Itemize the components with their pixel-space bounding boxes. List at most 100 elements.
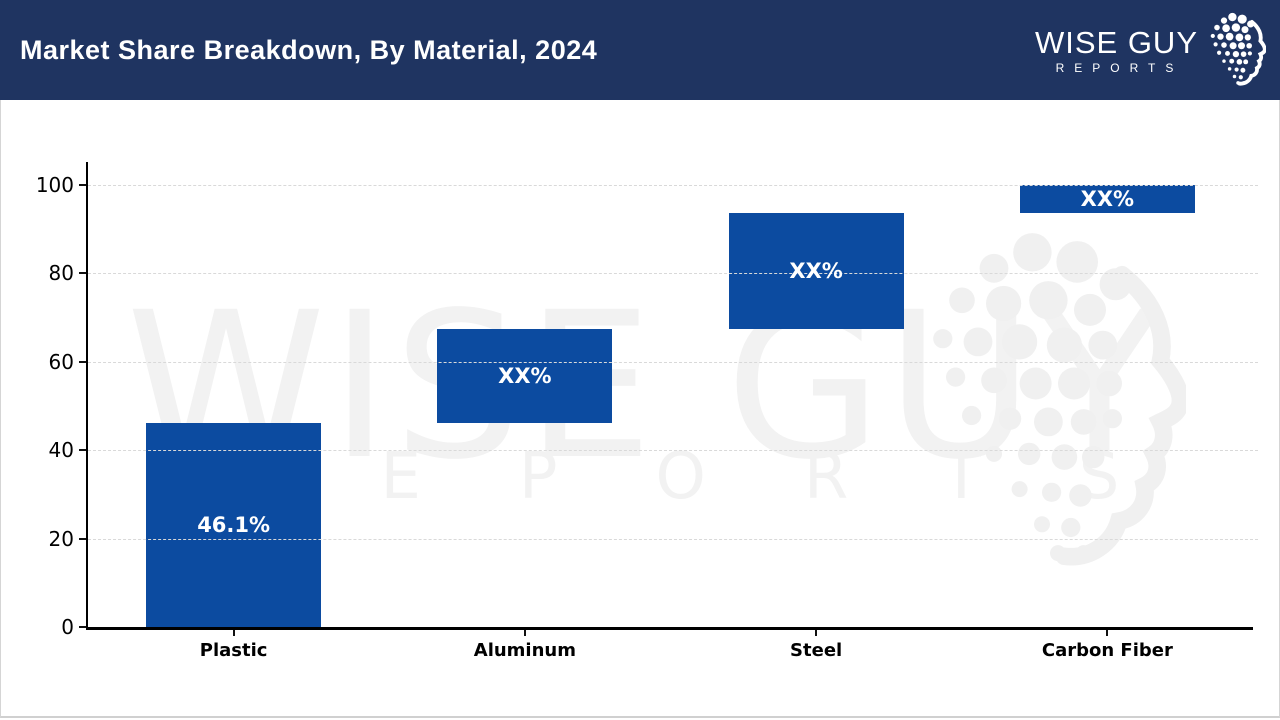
face-dot <box>1235 33 1244 42</box>
ytick-mark <box>79 272 88 275</box>
face-dot <box>946 367 966 387</box>
bar-aluminum <box>437 329 613 424</box>
bar-value-label: XX% <box>498 364 552 389</box>
y-axis-spine <box>86 162 88 629</box>
page-title: Market Share Breakdown, By Material, 202… <box>20 34 598 65</box>
face-dot <box>1229 58 1235 64</box>
face-dot <box>1228 12 1237 22</box>
face-dot <box>979 253 1009 283</box>
face-dot <box>1220 17 1228 24</box>
face-dot <box>1011 481 1028 498</box>
xtick-mark <box>232 627 235 636</box>
bar-value-label: 46.1% <box>197 513 271 538</box>
face-dot <box>1227 67 1232 71</box>
wiseguy-face-icon <box>1210 12 1266 86</box>
face-dot <box>1243 59 1249 65</box>
face-dot <box>1046 327 1082 363</box>
gridline-y40 <box>88 450 1258 452</box>
face-dot <box>1238 75 1243 80</box>
face-dot <box>1247 51 1252 56</box>
face-dot <box>981 367 1007 394</box>
face-dot <box>1058 367 1090 400</box>
face-dot <box>1002 324 1038 360</box>
xtick-mark <box>1106 627 1109 636</box>
face-dot <box>1214 24 1220 31</box>
face-dot <box>1240 51 1247 57</box>
face-dot <box>1069 484 1092 507</box>
face-dot <box>1034 516 1050 533</box>
face-dot <box>1082 445 1105 469</box>
face-dot <box>1102 409 1122 429</box>
face-dot <box>986 285 1022 322</box>
face-dot <box>1244 34 1251 41</box>
ytick-mark <box>79 537 88 540</box>
face-dot <box>1238 42 1245 50</box>
ytick-mark <box>79 360 88 363</box>
xtick-mark <box>815 627 818 636</box>
face-dot <box>1034 407 1063 437</box>
face-dot <box>933 329 953 349</box>
xtick-mark <box>523 627 526 636</box>
chart-plot-area: 0 20 40 60 80 100 46.1% XX% XX% XX% Plastic Aluminu… <box>0 100 1280 720</box>
watermark-face-icon <box>933 233 1186 566</box>
logo-brand-bottom: REPORTS <box>1055 61 1184 76</box>
gridline-y60 <box>88 361 1258 363</box>
face-dot <box>998 407 1022 430</box>
face-dot <box>1232 51 1240 58</box>
ytick-mark <box>79 184 88 186</box>
x-axis-spine <box>86 627 1253 630</box>
ytick-mark <box>79 449 88 452</box>
face-dot <box>986 445 1002 462</box>
face-dot <box>1246 42 1252 49</box>
face-dot <box>1070 409 1097 435</box>
face-dot <box>1013 233 1052 272</box>
ytick-label: 100 <box>35 173 74 197</box>
ytick-label: 40 <box>48 438 74 463</box>
face-dot <box>1217 33 1224 40</box>
face-dot <box>1234 67 1239 72</box>
face-dot <box>1237 14 1247 24</box>
face-dot <box>1241 26 1249 34</box>
bar-value-label: XX% <box>789 259 843 284</box>
face-dot <box>1236 59 1243 65</box>
face-profile <box>1237 20 1266 86</box>
xtick-label-aluminum: Aluminum <box>473 640 576 661</box>
gridline-y20 <box>88 538 1258 540</box>
ytick-label: 20 <box>48 526 74 551</box>
logo-brand-top: WISE GUY <box>1034 24 1198 60</box>
face-dot <box>1051 444 1078 470</box>
face-dot <box>1029 281 1068 320</box>
face-dot <box>1042 482 1062 502</box>
bar-value-label: XX% <box>1080 187 1135 212</box>
ytick-label: 0 <box>61 615 74 639</box>
face-dot <box>963 327 993 357</box>
face-dot <box>1221 42 1227 48</box>
face-dot <box>1018 442 1041 466</box>
xtick-label-steel: Steel <box>790 640 843 661</box>
face-dot <box>1222 59 1226 63</box>
bar-steel <box>728 213 904 330</box>
gridline-y80 <box>88 273 1258 275</box>
face-dot <box>1231 23 1241 32</box>
bar-carbon-fiber <box>1019 185 1195 214</box>
face-dot <box>962 405 982 426</box>
face-dot <box>1019 367 1052 400</box>
face-profile <box>1055 265 1186 566</box>
face-dot <box>1210 33 1215 39</box>
ytick-label: 80 <box>48 261 74 286</box>
wiseguy-logo-text: WISE GUY REPORTS <box>1034 24 1198 76</box>
face-dot <box>1213 42 1218 47</box>
gridline-y100 <box>88 185 1258 186</box>
face-dot <box>1056 241 1098 283</box>
ytick-label: 60 <box>48 349 74 374</box>
xtick-label-plastic: Plastic <box>199 640 268 661</box>
face-dot <box>1232 74 1237 79</box>
wiseguy-logo: WISE GUY REPORTS <box>1035 8 1266 94</box>
face-dot <box>1096 370 1122 397</box>
ytick-mark <box>79 626 88 628</box>
face-dot <box>1225 32 1234 41</box>
face-dot <box>1225 51 1230 56</box>
watermark-text-line2: REPORTS <box>238 440 1218 514</box>
face-dot <box>1217 50 1222 55</box>
face-dot <box>1074 293 1106 326</box>
